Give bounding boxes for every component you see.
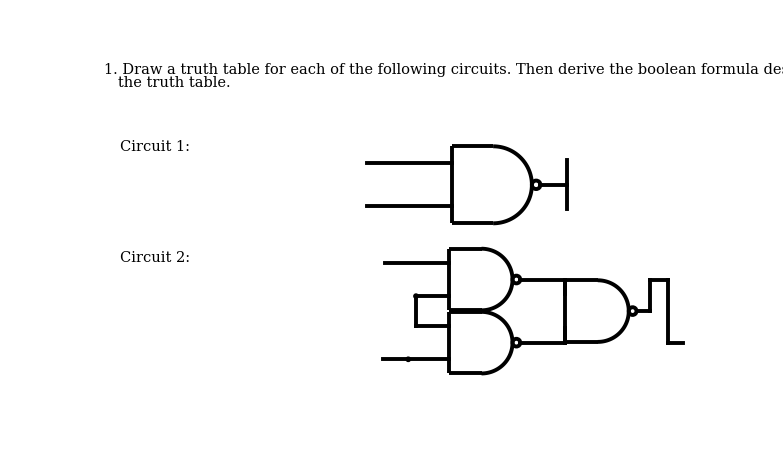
Text: Circuit 2:: Circuit 2: xyxy=(120,251,189,265)
Circle shape xyxy=(406,357,410,362)
Text: the truth table.: the truth table. xyxy=(104,75,231,89)
Text: Circuit 1:: Circuit 1: xyxy=(120,139,189,153)
Text: 1. Draw a truth table for each of the following circuits. Then derive the boolea: 1. Draw a truth table for each of the fo… xyxy=(104,63,783,76)
Circle shape xyxy=(414,294,418,299)
